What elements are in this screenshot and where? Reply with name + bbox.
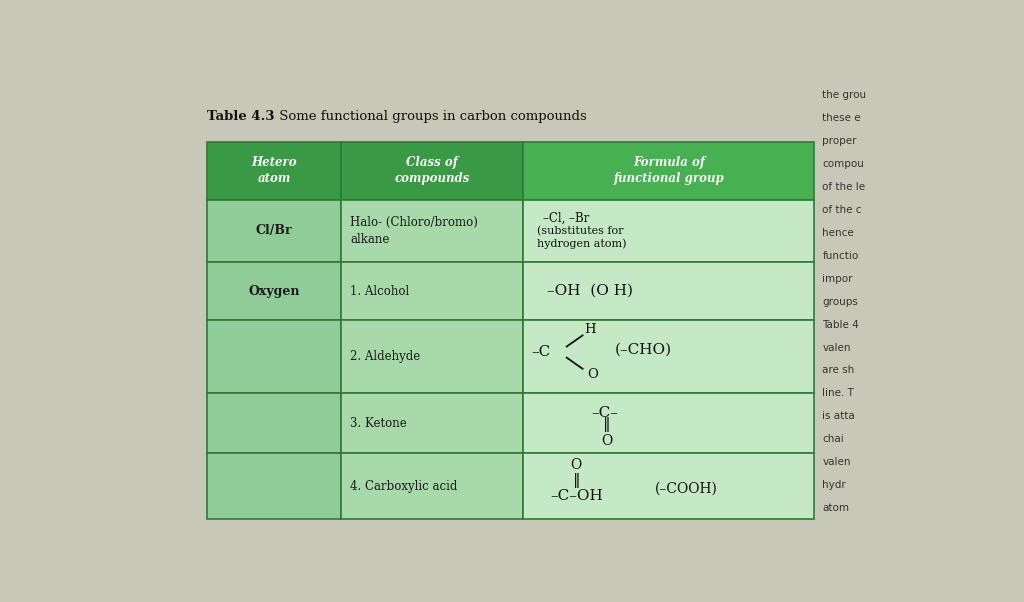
Text: Hetero
atom: Hetero atom xyxy=(251,157,297,185)
Bar xyxy=(207,200,341,262)
Bar xyxy=(341,141,523,200)
Bar xyxy=(523,393,814,453)
Text: O: O xyxy=(588,368,598,381)
Text: –C–: –C– xyxy=(591,406,618,420)
Text: hydrogen atom): hydrogen atom) xyxy=(538,238,627,249)
Bar xyxy=(341,320,523,393)
Text: ‖: ‖ xyxy=(573,473,581,488)
Text: ‖: ‖ xyxy=(603,417,611,432)
Text: functio: functio xyxy=(822,251,859,261)
Text: (substitutes for: (substitutes for xyxy=(538,226,624,236)
Bar xyxy=(207,453,341,519)
Text: 3. Ketone: 3. Ketone xyxy=(350,417,408,430)
Bar xyxy=(207,262,341,320)
Bar xyxy=(341,262,523,320)
Text: Some functional groups in carbon compounds: Some functional groups in carbon compoun… xyxy=(274,110,587,123)
Text: O: O xyxy=(570,458,582,473)
Bar xyxy=(341,200,523,262)
Bar xyxy=(523,141,814,200)
Bar xyxy=(207,393,341,453)
Text: Oxygen: Oxygen xyxy=(249,285,300,297)
Text: valen: valen xyxy=(822,343,851,353)
Text: 1. Alcohol: 1. Alcohol xyxy=(350,285,410,297)
Text: –Cl, –Br: –Cl, –Br xyxy=(543,211,589,225)
Bar xyxy=(523,200,814,262)
Bar xyxy=(523,453,814,519)
Bar xyxy=(523,262,814,320)
Bar xyxy=(207,320,341,393)
Text: the grou: the grou xyxy=(822,90,866,101)
Text: O: O xyxy=(601,434,612,448)
Text: –C: –C xyxy=(531,345,551,359)
Bar xyxy=(523,320,814,393)
Text: is atta: is atta xyxy=(822,411,855,421)
Text: –OH  (O H): –OH (O H) xyxy=(547,284,633,298)
Text: proper: proper xyxy=(822,136,857,146)
Text: (–CHO): (–CHO) xyxy=(614,343,672,357)
Text: Cl/Br: Cl/Br xyxy=(256,225,293,237)
Text: 4. Carboxylic acid: 4. Carboxylic acid xyxy=(350,480,458,493)
Text: Table 4: Table 4 xyxy=(822,320,859,330)
Text: hence: hence xyxy=(822,228,854,238)
Text: (–COOH): (–COOH) xyxy=(655,482,718,495)
Text: groups: groups xyxy=(822,297,858,306)
Bar xyxy=(207,141,341,200)
Text: compou: compou xyxy=(822,159,864,169)
Text: impor: impor xyxy=(822,274,853,284)
Text: –C–OH: –C–OH xyxy=(551,489,603,503)
Bar xyxy=(341,393,523,453)
Text: valen: valen xyxy=(822,457,851,467)
Text: Class of
compounds: Class of compounds xyxy=(394,157,470,185)
Text: of the le: of the le xyxy=(822,182,865,192)
Text: Halo- (Chloro/bromo)
alkane: Halo- (Chloro/bromo) alkane xyxy=(350,216,478,246)
Text: hydr: hydr xyxy=(822,480,846,490)
Text: Formula of
functional group: Formula of functional group xyxy=(613,157,724,185)
Text: are sh: are sh xyxy=(822,365,855,376)
Text: line. T: line. T xyxy=(822,388,854,399)
Bar xyxy=(341,453,523,519)
Text: H: H xyxy=(585,323,596,337)
Text: chai: chai xyxy=(822,434,844,444)
Text: Table 4.3: Table 4.3 xyxy=(207,110,274,123)
Text: of the c: of the c xyxy=(822,205,862,215)
Text: atom: atom xyxy=(822,503,849,513)
Text: these e: these e xyxy=(822,113,861,123)
Text: 2. Aldehyde: 2. Aldehyde xyxy=(350,350,421,363)
